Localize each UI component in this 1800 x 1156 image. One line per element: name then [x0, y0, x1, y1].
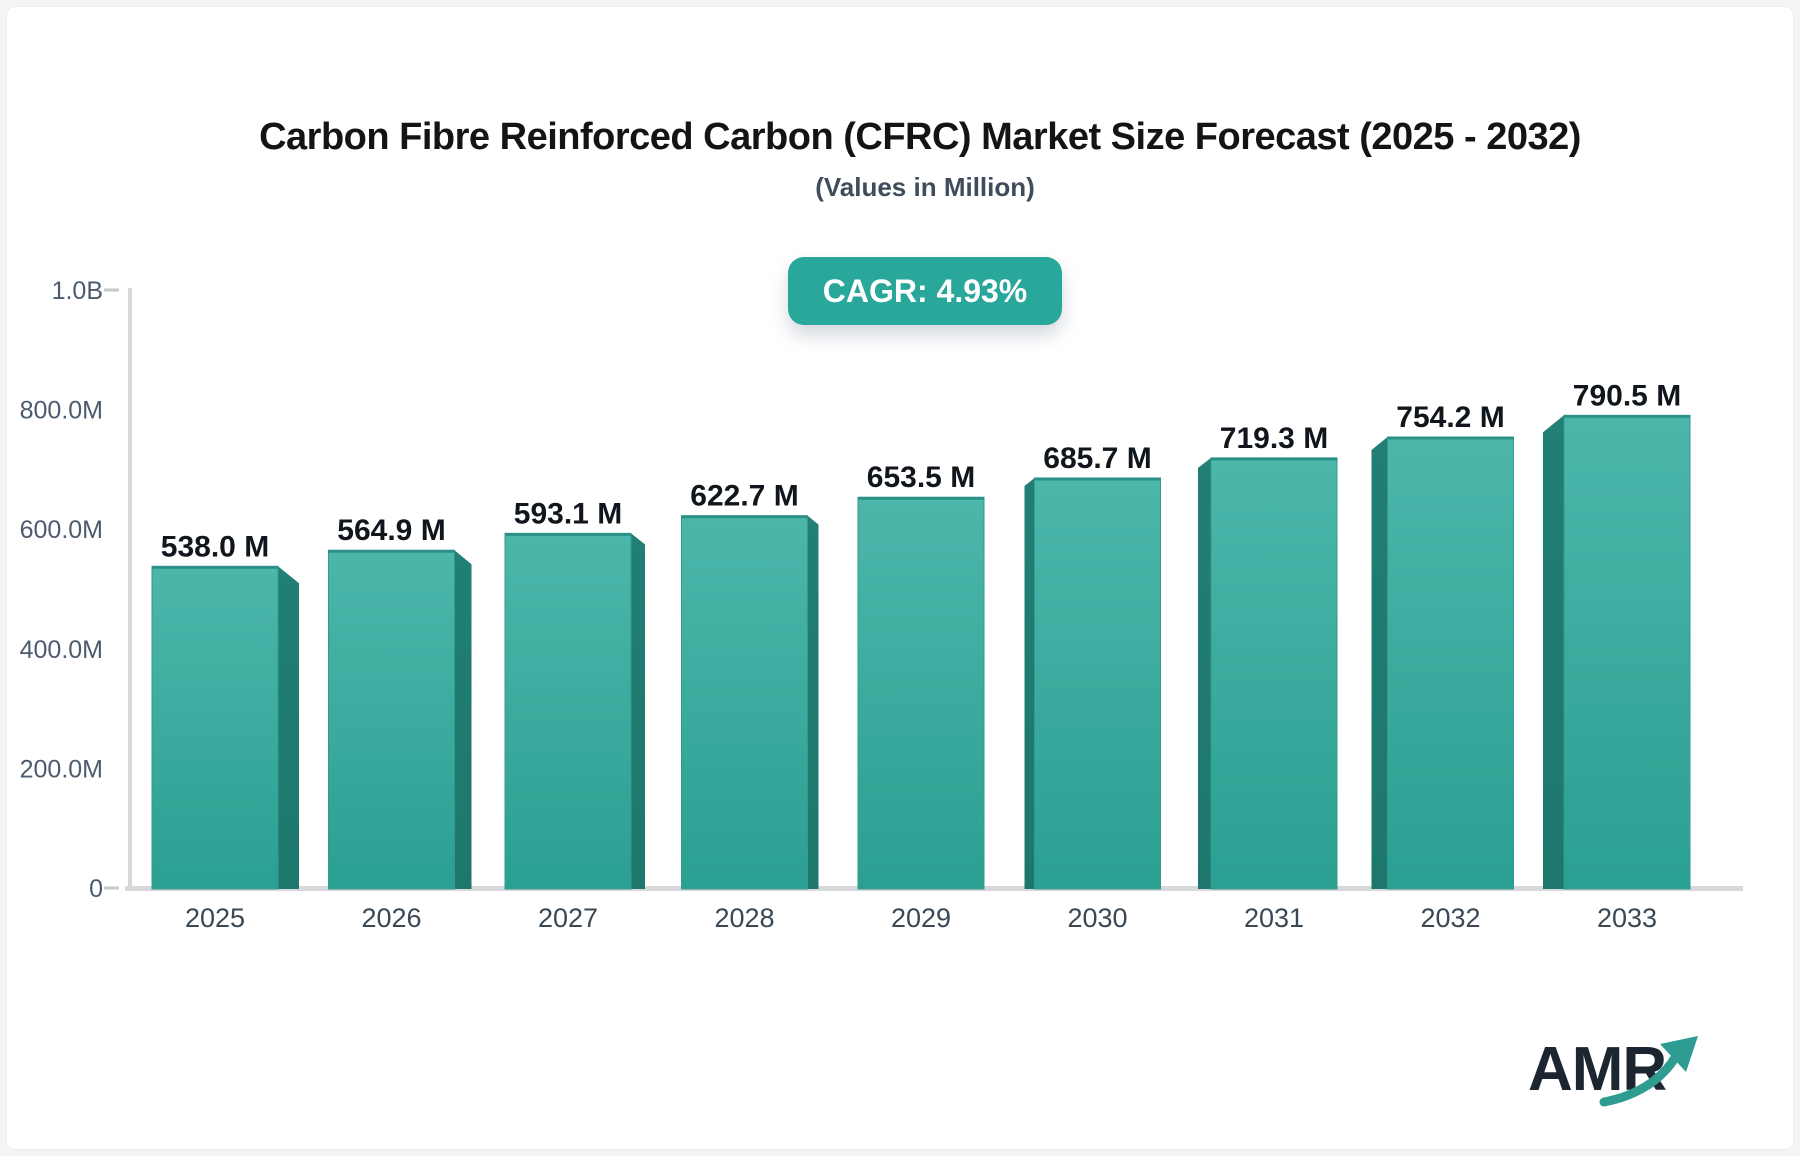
- bar-side-face: [1024, 477, 1035, 889]
- bar-value-label: 790.5 M: [1573, 379, 1681, 412]
- bar-side-face: [278, 566, 299, 889]
- bar-2030[interactable]: [1034, 477, 1161, 890]
- bar-side-face: [631, 533, 645, 889]
- x-axis-year-label: 2025: [185, 903, 245, 933]
- bar-2029[interactable]: [857, 496, 985, 890]
- bar-value-label: 754.2 M: [1396, 401, 1504, 434]
- chart-title: Carbon Fibre Reinforced Carbon (CFRC) Ma…: [259, 116, 1581, 158]
- x-axis-year-label: 2026: [361, 903, 421, 933]
- x-axis-year-label: 2028: [714, 903, 774, 933]
- bar-value-label: 653.5 M: [867, 461, 975, 494]
- x-axis-year-label: 2033: [1597, 903, 1657, 933]
- y-tick-dash: [104, 288, 119, 292]
- bar-2028[interactable]: [681, 515, 808, 890]
- bar-top-edge: [858, 497, 984, 500]
- y-tick-label: 400.0M: [20, 636, 103, 664]
- bar-side-face: [1371, 436, 1388, 889]
- growth-arrow-icon: [1599, 1036, 1698, 1107]
- bar-top-edge: [328, 550, 455, 553]
- bar-top-edge: [1211, 457, 1337, 461]
- x-axis-year-label: 2031: [1244, 903, 1304, 933]
- y-tick-label: 800.0M: [20, 397, 103, 425]
- bar-2027[interactable]: [504, 532, 632, 890]
- cagr-badge-label: CAGR: 4.93%: [822, 272, 1028, 309]
- y-axis-line: [128, 288, 132, 891]
- bar-side-face: [454, 550, 472, 889]
- bar-top-edge: [681, 515, 808, 519]
- bar-top-edge: [152, 566, 278, 569]
- bar-value-label: 538.0 M: [161, 530, 269, 563]
- x-axis-year-label: 2027: [538, 903, 598, 933]
- cagr-badge: CAGR: 4.93%: [788, 257, 1062, 325]
- bar-2025[interactable]: [151, 565, 279, 890]
- y-tick-label: 600.0M: [20, 516, 103, 544]
- bar-value-label: 564.9 M: [337, 514, 445, 547]
- y-tick-label: 200.0M: [20, 755, 103, 783]
- bar-top-edge: [1564, 415, 1690, 418]
- bar-2026[interactable]: [328, 549, 455, 890]
- y-tick-label: 0: [89, 875, 103, 903]
- chart-subtitle: (Values in Million): [815, 172, 1035, 202]
- bar-side-face: [807, 515, 819, 889]
- bar-2033[interactable]: [1563, 414, 1691, 890]
- bar-top-edge: [1034, 477, 1161, 481]
- bar-value-label: 593.1 M: [514, 497, 622, 530]
- bar-value-label: 622.7 M: [690, 480, 798, 513]
- x-axis-year-label: 2030: [1067, 903, 1127, 933]
- x-axis-year-label: 2029: [891, 903, 951, 933]
- bar-2031[interactable]: [1210, 457, 1338, 890]
- x-axis-year-label: 2032: [1420, 903, 1480, 933]
- bar-side-face: [1198, 457, 1211, 889]
- bar-2032[interactable]: [1387, 436, 1514, 890]
- bar-value-label: 719.3 M: [1220, 422, 1328, 455]
- y-tick-dash: [104, 886, 119, 890]
- bar-top-edge: [505, 533, 631, 536]
- bar-value-label: 685.7 M: [1043, 442, 1151, 475]
- amr-logo: AMR: [1528, 1030, 1708, 1110]
- bar-side-face: [1543, 415, 1564, 889]
- bar-top-edge: [1387, 436, 1514, 440]
- y-tick-label: 1.0B: [52, 277, 103, 305]
